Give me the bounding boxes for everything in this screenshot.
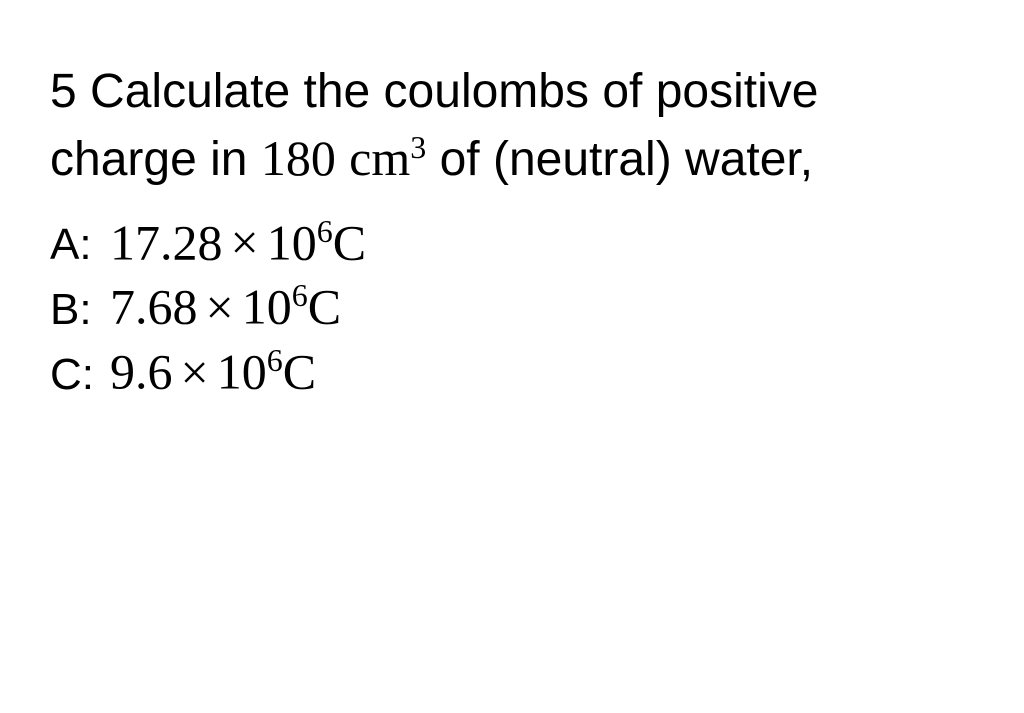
coefficient: 7.68 (110, 279, 198, 335)
times-symbol: × (223, 214, 267, 270)
exponent: 6 (267, 342, 283, 378)
times-symbol: × (198, 279, 242, 335)
exponent: 6 (317, 213, 333, 249)
exponent: 6 (292, 277, 308, 313)
base: 10 (217, 344, 267, 400)
options-list: A: 17.28×106C B: 7.68×106C C: 9.6×106C (50, 213, 974, 401)
option-value: 7.68×106C (110, 277, 341, 336)
unit: C (308, 279, 341, 335)
unit: C (333, 214, 366, 270)
coefficient: 9.6 (110, 344, 173, 400)
option-value: 17.28×106C (110, 213, 366, 272)
option-c: C: 9.6×106C (50, 342, 974, 401)
unit: C (283, 344, 316, 400)
volume-exponent: 3 (410, 129, 426, 165)
option-b: B: 7.68×106C (50, 277, 974, 336)
question-text-after: of (neutral) water, (440, 133, 814, 186)
question-prompt: 5 Calculate the coulombs of positive cha… (50, 60, 974, 193)
coefficient: 17.28 (110, 214, 223, 270)
option-value: 9.6×106C (110, 342, 316, 401)
option-label: A: (50, 220, 110, 270)
times-symbol: × (173, 344, 217, 400)
volume-unit: cm (349, 130, 410, 186)
option-label: B: (50, 285, 110, 335)
base: 10 (267, 214, 317, 270)
base: 10 (242, 279, 292, 335)
volume-value: 180 (261, 130, 336, 186)
option-label: C: (50, 350, 110, 400)
option-a: A: 17.28×106C (50, 213, 974, 272)
question-number: 5 (50, 65, 77, 118)
